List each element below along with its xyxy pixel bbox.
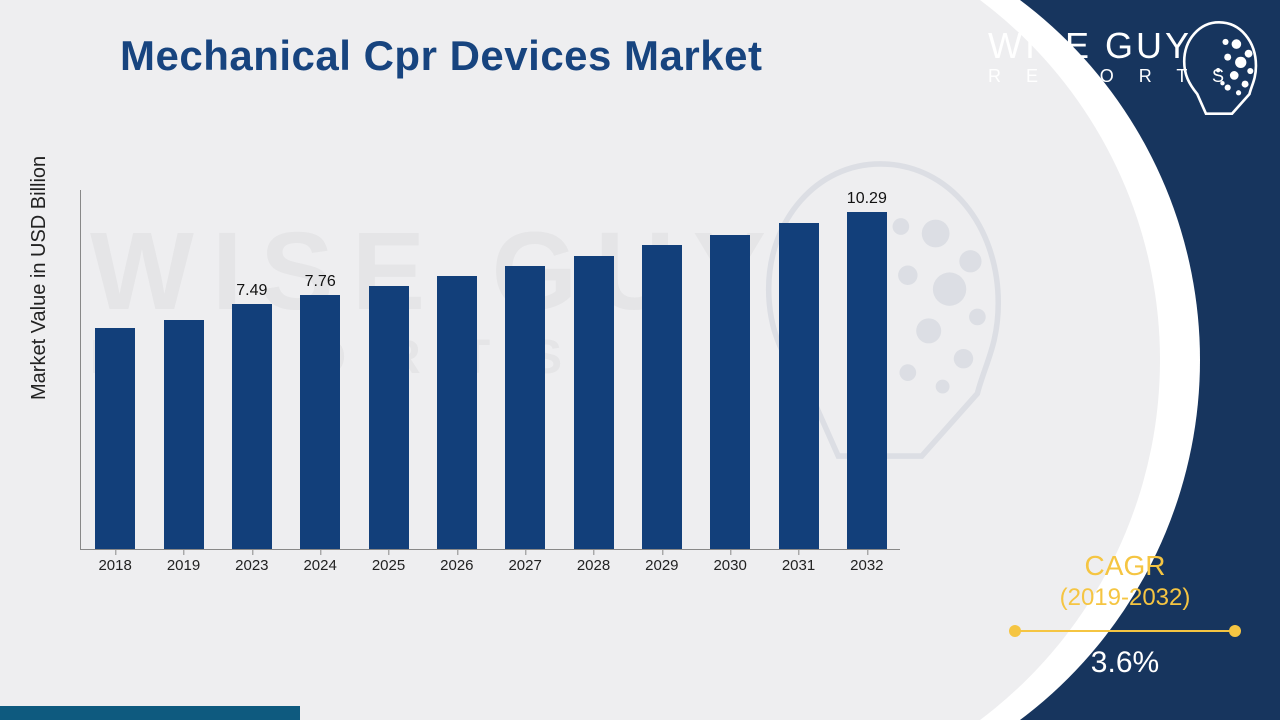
x-tick-label: 2019 — [167, 557, 200, 574]
bar — [642, 245, 682, 549]
infographic-stage: WISE GUYREPORTS Mechanical Cpr Devices M… — [0, 0, 1280, 720]
chart-title: Mechanical Cpr Devices Market — [120, 32, 762, 80]
cagr-value: 3.6% — [970, 646, 1280, 680]
bar: 10.29 — [847, 212, 887, 549]
bar — [505, 266, 545, 549]
x-tick-label: 2030 — [713, 557, 746, 574]
bar — [369, 286, 409, 549]
x-tick-label: 2023 — [235, 557, 268, 574]
bar — [95, 328, 135, 549]
cagr-label: CAGR — [970, 550, 1280, 582]
bar — [574, 256, 614, 549]
x-tick-label: 2025 — [372, 557, 405, 574]
brand-logo: WISE GUY R E P O R T S — [988, 28, 1258, 87]
x-tick-label: 2027 — [508, 557, 541, 574]
bar-value-label: 7.76 — [305, 273, 336, 291]
logo-head-icon — [1174, 18, 1264, 118]
x-tick-label: 2026 — [440, 557, 473, 574]
bar-chart: 2018 2019 7.49 2023 7.76 2024 2025 2026 2027 2028… — [80, 190, 900, 590]
bar: 7.49 — [232, 304, 272, 549]
bar-value-label: 7.49 — [236, 282, 267, 300]
x-tick-label: 2024 — [303, 557, 336, 574]
cagr-block: CAGR (2019-2032) 3.6% — [970, 550, 1280, 680]
bar — [710, 235, 750, 549]
bar — [164, 320, 204, 549]
bottom-accent-bar — [0, 706, 300, 720]
x-tick-label: 2031 — [782, 557, 815, 574]
x-tick-label: 2028 — [577, 557, 610, 574]
y-axis-label: Market Value in USD Billion — [28, 156, 51, 400]
bar-value-label: 10.29 — [847, 190, 887, 208]
bar — [779, 223, 819, 549]
x-tick-label: 2032 — [850, 557, 883, 574]
bar — [437, 276, 477, 549]
cagr-years: (2019-2032) — [970, 584, 1280, 612]
x-tick-label: 2018 — [98, 557, 131, 574]
bar: 7.76 — [300, 295, 340, 549]
x-tick-label: 2029 — [645, 557, 678, 574]
plot-area: 201820197.4920237.7620242025202620272028… — [80, 190, 900, 550]
cagr-divider — [1015, 630, 1235, 632]
